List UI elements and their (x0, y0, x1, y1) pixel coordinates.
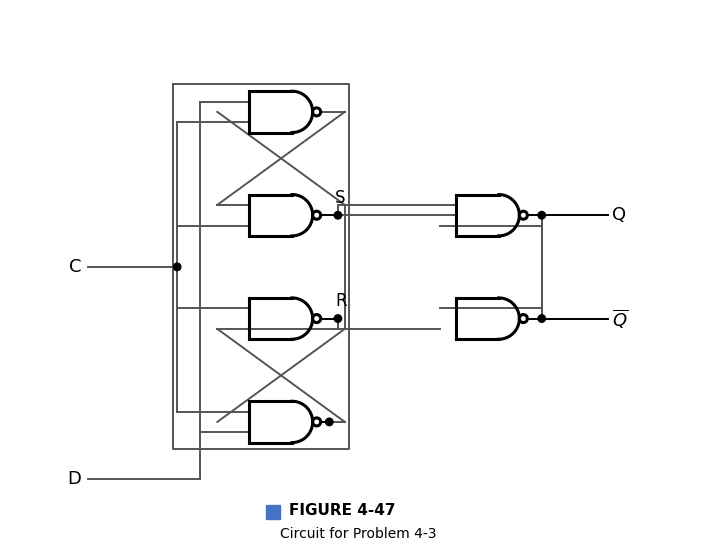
Circle shape (313, 108, 321, 116)
Circle shape (326, 418, 333, 425)
Circle shape (519, 211, 528, 219)
Text: C: C (69, 258, 81, 276)
Circle shape (538, 212, 546, 219)
Circle shape (538, 315, 546, 322)
Text: FIGURE 4-47: FIGURE 4-47 (289, 504, 396, 518)
Circle shape (173, 263, 181, 271)
Circle shape (313, 211, 321, 219)
Circle shape (313, 315, 321, 322)
FancyBboxPatch shape (266, 505, 281, 519)
Text: R: R (335, 292, 347, 310)
Circle shape (334, 212, 342, 219)
Circle shape (519, 315, 528, 322)
Text: Circuit for Problem 4-3: Circuit for Problem 4-3 (280, 527, 436, 541)
Text: Q: Q (612, 206, 626, 224)
Circle shape (313, 418, 321, 426)
Text: S: S (335, 188, 346, 207)
Circle shape (334, 315, 342, 322)
Text: D: D (67, 471, 81, 488)
Text: $\overline{Q}$: $\overline{Q}$ (612, 307, 629, 330)
